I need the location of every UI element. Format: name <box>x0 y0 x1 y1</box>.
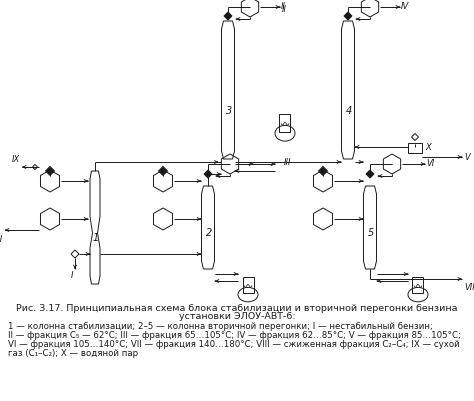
Text: 1 — колонна стабилизации; 2–5 — колонна вторичной перегонки; I — нестабильный бе: 1 — колонна стабилизации; 2–5 — колонна … <box>8 321 433 330</box>
Polygon shape <box>344 13 352 21</box>
Bar <box>243 277 254 293</box>
Polygon shape <box>158 167 167 176</box>
Text: 2: 2 <box>206 228 212 238</box>
Bar <box>412 277 423 293</box>
Polygon shape <box>366 170 374 178</box>
Text: VII: VII <box>464 282 474 291</box>
Text: VI — фракция 105…140°C; VII — фракция 140…180°C; VIII — сжиженная фракция C₂–C₄;: VI — фракция 105…140°C; VII — фракция 14… <box>8 339 460 348</box>
Bar <box>408 144 422 154</box>
Polygon shape <box>224 13 232 21</box>
Text: 4: 4 <box>346 106 352 116</box>
Text: установки ЭЛОУ-АВТ-6:: установки ЭЛОУ-АВТ-6: <box>179 311 295 320</box>
Text: 3: 3 <box>226 106 232 116</box>
Text: V: V <box>464 153 470 162</box>
Text: газ (C₁–C₂); X — водяной пар: газ (C₁–C₂); X — водяной пар <box>8 348 138 357</box>
Text: VIII: VIII <box>0 235 3 243</box>
Text: 1: 1 <box>93 233 99 243</box>
Text: II: II <box>282 5 287 14</box>
Text: III: III <box>284 158 292 166</box>
Polygon shape <box>46 167 55 176</box>
Text: Рис. 3.17. Принципиальная схема блока стабилизации и вторичной перегонки бензина: Рис. 3.17. Принципиальная схема блока ст… <box>16 303 458 312</box>
Polygon shape <box>319 167 328 176</box>
Text: IV: IV <box>401 2 409 11</box>
Text: II — фракция C₅ — 62°C; III — фракция 65…105°C; IV — фракция 62…85°C; V — фракци: II — фракция C₅ — 62°C; III — фракция 65… <box>8 330 461 339</box>
Text: 5: 5 <box>368 228 374 238</box>
Text: II: II <box>281 2 286 11</box>
Bar <box>280 115 291 132</box>
Text: IX: IX <box>12 155 20 164</box>
Text: X: X <box>425 143 431 152</box>
Text: VI: VI <box>426 159 434 168</box>
Polygon shape <box>204 170 212 178</box>
Text: I: I <box>71 270 73 279</box>
